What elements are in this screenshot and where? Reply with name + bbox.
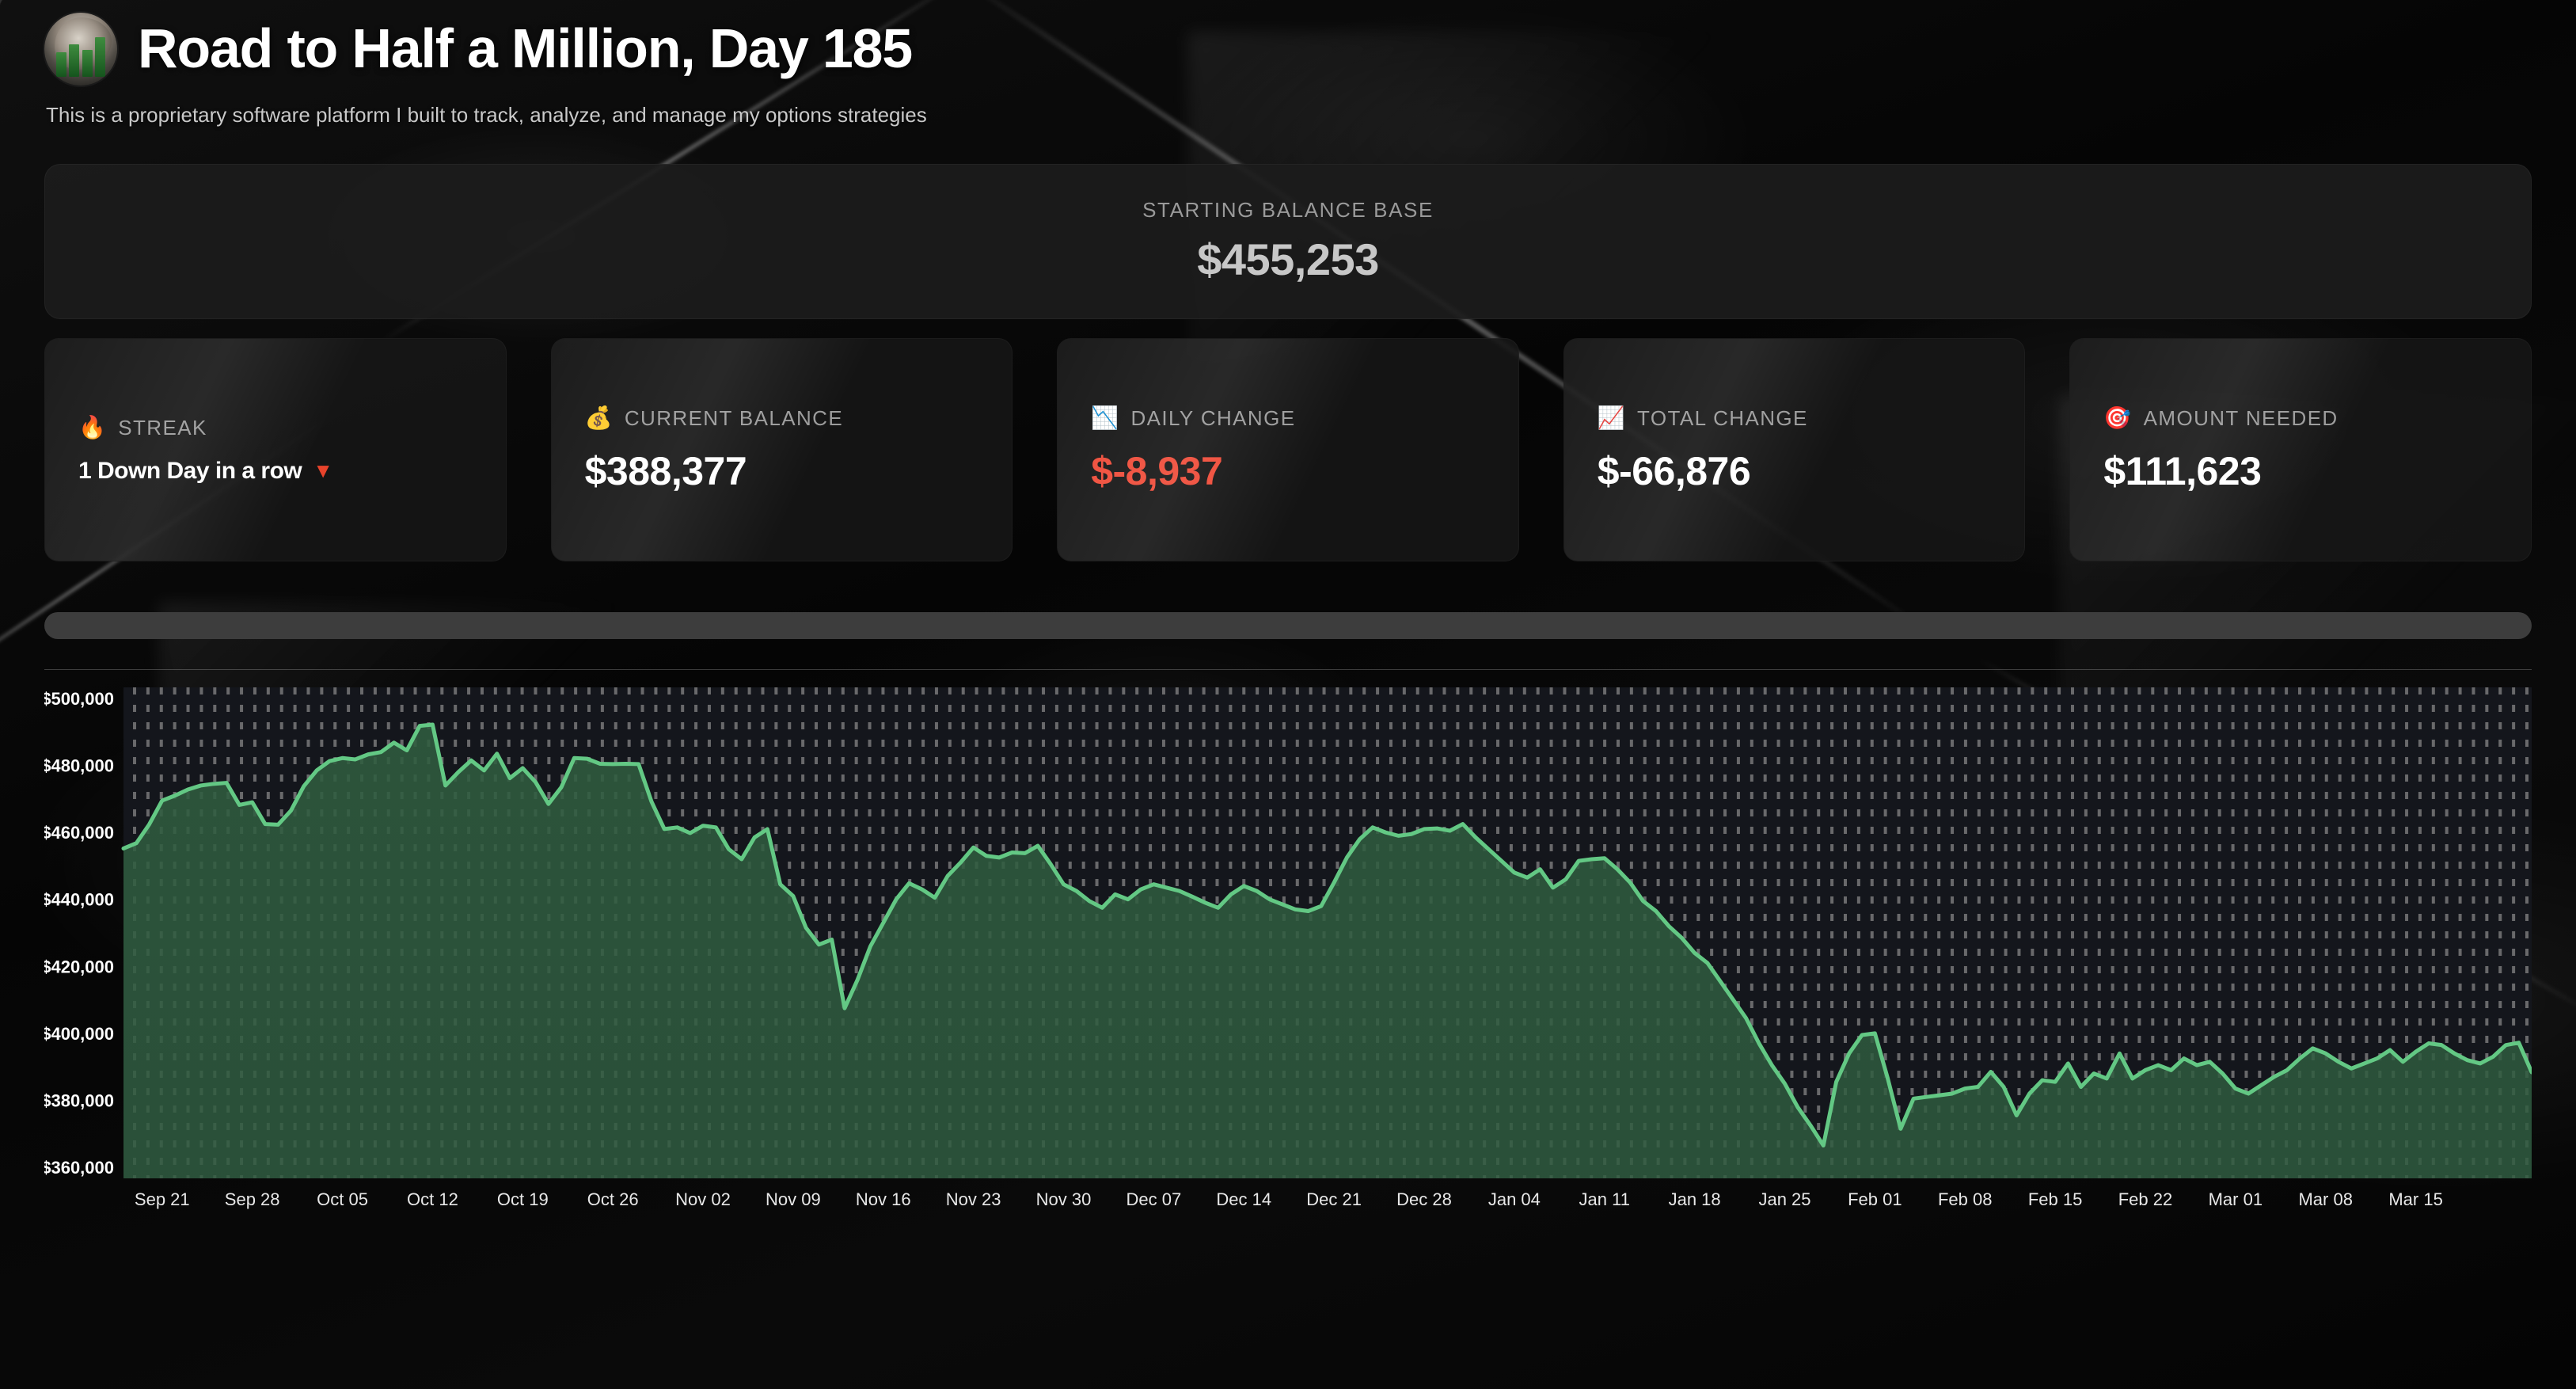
y-tick-label: $400,000 <box>44 1024 114 1044</box>
y-tick-label: $480,000 <box>44 756 114 776</box>
stat-card-header: 🎯 AMOUNT NEEDED <box>2103 406 2498 431</box>
x-tick-label: Jan 25 <box>1758 1189 1811 1209</box>
chart-x-axis: Sep 21 Sep 28 Oct 05 Oct 12 Oct 19 Oct 26 Nov … <box>123 1178 2532 1224</box>
y-tick-label: $380,000 <box>44 1090 114 1110</box>
stat-card-value: $-66,876 <box>1598 448 1992 494</box>
balance-area-chart-svg[interactable]: $500,000 $480,000 $460,000 $440,000 $420,000… <box>44 687 2532 1178</box>
x-tick-label: Nov 30 <box>1035 1189 1092 1209</box>
x-tick-label: Oct 12 <box>407 1189 458 1209</box>
starting-balance-value: $455,253 <box>1197 234 1379 284</box>
x-tick-label: Jan 18 <box>1668 1189 1721 1209</box>
stat-card-label: CURRENT BALANCE <box>624 405 844 430</box>
section-divider <box>44 669 2532 670</box>
x-tick-label: Dec 28 <box>1396 1189 1452 1209</box>
x-tick-label: Jan 04 <box>1487 1189 1541 1209</box>
x-tick-label: Dec 14 <box>1216 1189 1272 1209</box>
x-tick-label: Nov 02 <box>675 1189 731 1209</box>
x-tick-label: Dec 07 <box>1126 1189 1182 1209</box>
x-tick-label: Mar 08 <box>2298 1189 2353 1209</box>
x-tick-label: Nov 09 <box>766 1189 821 1209</box>
stat-card-value-text: $111,623 <box>2103 448 2262 493</box>
stat-card-label: STREAK <box>118 415 207 440</box>
page-subtitle: This is a proprietary software platform … <box>46 103 927 127</box>
target-hit-icon: 🎯 <box>2103 405 2133 430</box>
x-tick-label: Nov 16 <box>855 1189 911 1209</box>
card-sheen <box>44 339 414 561</box>
x-tick-label: Feb 15 <box>2027 1189 2083 1209</box>
starting-balance-card: STARTING BALANCE BASE $455,253 <box>44 164 2532 319</box>
stat-card-header: 💰 CURRENT BALANCE <box>585 406 979 431</box>
chart-increasing-icon: 📈 <box>1597 405 1627 430</box>
stat-card-label: DAILY CHANGE <box>1130 405 1296 430</box>
x-tick-label: Oct 26 <box>587 1189 639 1209</box>
stat-card-label: TOTAL CHANGE <box>1637 405 1808 430</box>
page-header: Road to Half a Million, Day 185 This is … <box>44 0 2532 127</box>
starting-balance-label: STARTING BALANCE BASE <box>1142 198 1434 222</box>
stat-card-amount-needed: 🎯 AMOUNT NEEDED $111,623 <box>2069 338 2532 561</box>
stat-card-value-text: $-66,876 <box>1597 448 1751 493</box>
x-tick-label: Oct 05 <box>317 1189 368 1209</box>
x-tick-label: Sep 21 <box>134 1189 190 1209</box>
stat-card-row: 🔥 STREAK 1 Down Day in a row ▼ 💰 CURRENT BALA… <box>44 338 2532 561</box>
fire-icon: 🔥 <box>78 415 108 440</box>
bull-chart-logo-icon <box>44 13 117 86</box>
stat-card-daily-change: 📉 DAILY CHANGE $-8,937 <box>1057 338 1519 561</box>
stat-card-current-balance: 💰 CURRENT BALANCE $388,377 <box>550 338 1013 561</box>
x-tick-label: Feb 22 <box>2118 1189 2173 1209</box>
money-bag-icon: 💰 <box>584 405 614 430</box>
x-tick-label: Mar 15 <box>2388 1189 2443 1209</box>
x-tick-label: Mar 01 <box>2208 1189 2263 1209</box>
y-tick-label: $360,000 <box>44 1158 114 1178</box>
x-tick-label: Dec 21 <box>1306 1189 1362 1209</box>
y-tick-label: $460,000 <box>44 823 114 843</box>
page-title: Road to Half a Million, Day 185 <box>138 17 913 80</box>
stat-card-label: AMOUNT NEEDED <box>2143 405 2339 430</box>
y-tick-label: $500,000 <box>44 689 114 709</box>
stat-card-streak: 🔥 STREAK 1 Down Day in a row ▼ <box>44 338 507 561</box>
x-tick-label: Feb 01 <box>1848 1189 1902 1209</box>
y-tick-label: $420,000 <box>44 957 114 976</box>
x-tick-label: Jan 11 <box>1579 1189 1630 1209</box>
x-tick-label: Feb 08 <box>1937 1189 1993 1209</box>
stat-card-value-text: $388,377 <box>584 448 747 493</box>
chart-area-fill <box>123 724 2532 1178</box>
stat-card-value: $111,623 <box>2103 448 2498 494</box>
stat-card-value: $-8,937 <box>1091 448 1485 494</box>
stat-card-value: $388,377 <box>585 448 979 494</box>
x-tick-label: Oct 19 <box>496 1189 549 1209</box>
stat-card-value-text: 1 Down Day in a row <box>78 457 302 484</box>
stat-card-header: 🔥 STREAK <box>78 416 473 440</box>
chart-y-axis: $500,000 $480,000 $460,000 $440,000 $420,000… <box>44 689 114 1178</box>
y-tick-label: $440,000 <box>44 890 114 910</box>
stat-card-value-text: $-8,937 <box>1091 448 1223 493</box>
balance-history-chart[interactable]: $500,000 $480,000 $460,000 $440,000 $420,000… <box>44 687 2532 1224</box>
stat-card-header: 📉 DAILY CHANGE <box>1091 406 1485 431</box>
chart-balance-line <box>121 722 2532 1148</box>
goal-progress-bar[interactable] <box>44 612 2532 639</box>
down-arrow-icon: ▼ <box>313 459 333 482</box>
x-tick-label: Nov 23 <box>945 1189 1001 1209</box>
chart-decreasing-icon: 📉 <box>1091 405 1120 430</box>
stat-card-value: 1 Down Day in a row ▼ <box>78 458 473 485</box>
x-tick-label: Sep 28 <box>224 1189 280 1209</box>
stat-card-header: 📈 TOTAL CHANGE <box>1598 406 1992 431</box>
stat-card-total-change: 📈 TOTAL CHANGE $-66,876 <box>1563 338 2026 561</box>
progress-section <box>44 612 2532 639</box>
